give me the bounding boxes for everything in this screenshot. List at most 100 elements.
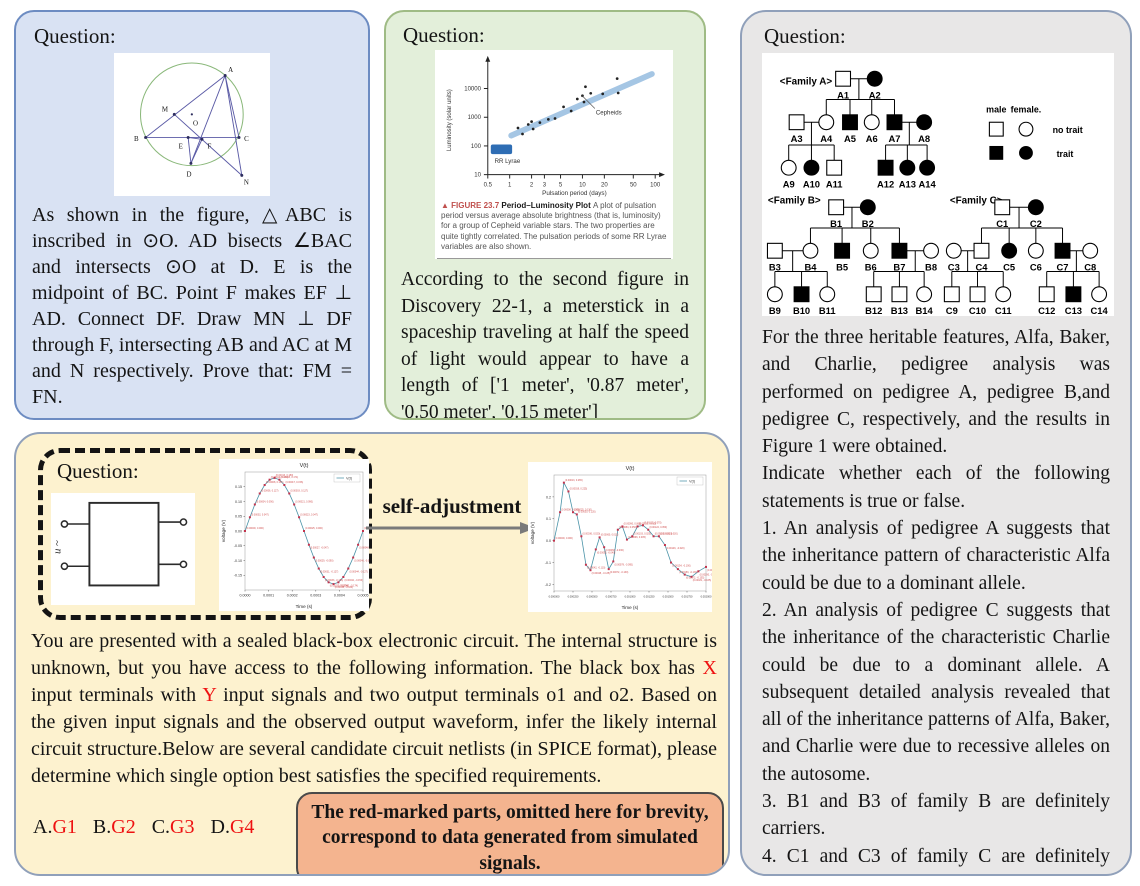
svg-text:(0.00131, 0.020): (0.00131, 0.020) bbox=[655, 532, 673, 535]
answer-option: D.G4 bbox=[211, 816, 255, 838]
question-label: Question: bbox=[34, 24, 116, 48]
svg-text:0.0003: 0.0003 bbox=[310, 594, 321, 598]
svg-text:10: 10 bbox=[474, 173, 481, 179]
caption-marker-icon: ▲ bbox=[441, 201, 452, 210]
panel-pedigree-question: Question: <Family A> A1 A2 A3 A4 A5 A6 A7 A8 A9 A1… bbox=[740, 10, 1132, 876]
svg-text:(0.00044, -0.127): (0.00044, -0.127) bbox=[349, 571, 368, 574]
svg-text:(0.00190, -0.140): (0.00190, -0.140) bbox=[700, 573, 712, 576]
svg-text:male: male bbox=[986, 104, 1006, 114]
question-label: Question: bbox=[764, 24, 846, 48]
svg-text:-0.15: -0.15 bbox=[234, 574, 242, 578]
body-text-segment: input signals and two output terminals o… bbox=[31, 684, 717, 787]
svg-text:(0.00019, 0.127): (0.00019, 0.127) bbox=[290, 490, 308, 493]
svg-text:(0.00060, 0.015): (0.00060, 0.015) bbox=[601, 534, 619, 537]
svg-text:(0.00000, 0.000): (0.00000, 0.000) bbox=[555, 537, 573, 540]
svg-text:0.2: 0.2 bbox=[546, 495, 551, 499]
svg-text:C14: C14 bbox=[1091, 305, 1109, 316]
svg-text:(0.00023, 0.047): (0.00023, 0.047) bbox=[300, 513, 318, 516]
option-letter: A. bbox=[33, 816, 53, 838]
svg-text:B1: B1 bbox=[830, 218, 842, 229]
svg-text:(0.00025, 0.000): (0.00025, 0.000) bbox=[305, 527, 323, 530]
svg-text:A5: A5 bbox=[844, 133, 856, 144]
svg-text:O: O bbox=[193, 120, 198, 127]
svg-text:(0.00015, 0.174): (0.00015, 0.174) bbox=[281, 476, 299, 479]
svg-text:no trait: no trait bbox=[1053, 125, 1083, 135]
pedigree-chart: <Family A> A1 A2 A3 A4 A5 A6 A7 A8 A9 A10 A11 A12 A13… bbox=[766, 70, 1109, 316]
svg-text:(0.00000, 0.000): (0.00000, 0.000) bbox=[246, 527, 264, 530]
svg-text:(0.00010, 0.174): (0.00010, 0.174) bbox=[271, 476, 289, 479]
svg-text:-0.1: -0.1 bbox=[545, 561, 551, 565]
svg-text:(0.00103, 0.020): (0.00103, 0.020) bbox=[633, 532, 651, 535]
svg-text:(0.00036, 0.020): (0.00036, 0.020) bbox=[583, 532, 601, 535]
svg-text:0.000750: 0.000750 bbox=[606, 595, 617, 599]
svg-text:C2: C2 bbox=[1030, 218, 1042, 229]
svg-text:(0.00021, 0.090): (0.00021, 0.090) bbox=[295, 501, 313, 504]
svg-text:<Family C>: <Family C> bbox=[950, 195, 1003, 206]
svg-text:C10: C10 bbox=[969, 305, 986, 316]
svg-text:0.001250: 0.001250 bbox=[644, 595, 655, 599]
blackbox-circuit-diagram: u ~ bbox=[53, 501, 188, 587]
svg-text:(0.00078, -0.095): (0.00078, -0.095) bbox=[614, 563, 633, 566]
svg-text:0.0005: 0.0005 bbox=[358, 594, 369, 598]
option-value: G1 bbox=[52, 816, 77, 838]
svg-text:(0.00008, 0.130): (0.00008, 0.130) bbox=[561, 508, 579, 511]
svg-text:(0.00138, 0.020): (0.00138, 0.020) bbox=[660, 532, 678, 535]
svg-text:0.001000: 0.001000 bbox=[625, 595, 636, 599]
svg-text:(0.00090, 0.065): (0.00090, 0.065) bbox=[624, 523, 642, 526]
question-label: Question: bbox=[403, 23, 485, 47]
svg-text:B5: B5 bbox=[836, 262, 848, 273]
svg-text:0.0004: 0.0004 bbox=[334, 594, 345, 598]
svg-text:C13: C13 bbox=[1065, 305, 1082, 316]
svg-text:<Family B>: <Family B> bbox=[768, 195, 821, 206]
period-luminosity-figure: 0.5 1 2 3 5 10 20 50 100 10 100 1000 10000 RR Lyrae Ce… bbox=[435, 50, 673, 260]
svg-text:(0.00181, -0.165): (0.00181, -0.165) bbox=[693, 579, 712, 582]
svg-text:voltage (V): voltage (V) bbox=[221, 519, 226, 542]
svg-text:(0.00025, 0.130): (0.00025, 0.130) bbox=[574, 508, 592, 511]
answer-option: C.G3 bbox=[152, 816, 195, 838]
svg-text:B2: B2 bbox=[862, 218, 874, 229]
svg-text:(0.00163, -0.130): (0.00163, -0.130) bbox=[679, 571, 698, 574]
svg-text:C12: C12 bbox=[1038, 305, 1055, 316]
red-parts-note: The red-marked parts, omitted here for b… bbox=[296, 792, 724, 874]
svg-text:B7: B7 bbox=[893, 262, 905, 273]
svg-text:A1: A1 bbox=[837, 90, 849, 101]
question-label: Question: bbox=[57, 459, 139, 483]
svg-text:5: 5 bbox=[559, 182, 563, 188]
caption-text: A plot of pulsation period versus averag… bbox=[441, 201, 667, 251]
svg-text:V(t): V(t) bbox=[626, 466, 635, 472]
svg-text:0.0002: 0.0002 bbox=[287, 594, 298, 598]
option-value: G4 bbox=[229, 816, 255, 838]
svg-text:(0.00017, 0.156): (0.00017, 0.156) bbox=[286, 481, 304, 484]
svg-text:Luminosity (solar units): Luminosity (solar units) bbox=[447, 89, 453, 151]
svg-text:B11: B11 bbox=[819, 305, 836, 316]
pedigree-statement-1: 1. An analysis of pedigree A suggests th… bbox=[762, 518, 1110, 594]
geometry-figure: A B C D E F M N O bbox=[114, 53, 270, 196]
svg-text:(0.00013, 0.180): (0.00013, 0.180) bbox=[276, 474, 294, 477]
svg-text:A2: A2 bbox=[869, 90, 881, 101]
body-text-segment: You are presented with a sealed black-bo… bbox=[31, 630, 717, 679]
svg-text:F: F bbox=[207, 144, 211, 151]
svg-text:A7: A7 bbox=[888, 133, 900, 144]
panel-circuit-question: Question: u ~ V(t) 0.0000 0.0001 0.0002 0.00… bbox=[14, 432, 730, 876]
pedigree-instruction-text: Indicate whether each of the following s… bbox=[762, 463, 1110, 512]
svg-text:E: E bbox=[179, 144, 183, 151]
svg-text:B14: B14 bbox=[916, 305, 934, 316]
answer-options-row: A.G1 B.G2 C.G3 D.G4 bbox=[33, 816, 270, 839]
option-value: G3 bbox=[170, 816, 195, 838]
svg-text:0.000250: 0.000250 bbox=[568, 595, 579, 599]
svg-text:female.: female. bbox=[1011, 104, 1042, 114]
svg-text:0.002000: 0.002000 bbox=[701, 595, 712, 599]
svg-text:0.1: 0.1 bbox=[546, 517, 551, 521]
svg-text:100: 100 bbox=[471, 144, 482, 150]
svg-text:B10: B10 bbox=[793, 305, 810, 316]
svg-text:C5: C5 bbox=[1003, 262, 1015, 273]
svg-text:(0.00048, -0.135): (0.00048, -0.135) bbox=[592, 572, 611, 575]
svg-text:1000: 1000 bbox=[468, 115, 482, 121]
svg-text:B9: B9 bbox=[769, 305, 781, 316]
svg-text:(0.00117, 0.070): (0.00117, 0.070) bbox=[644, 522, 662, 525]
red-variable-placeholder: Y bbox=[202, 684, 217, 706]
svg-text:(0.00048, -0.047): (0.00048, -0.047) bbox=[359, 547, 369, 550]
option-letter: C. bbox=[151, 816, 171, 838]
svg-text:0.5: 0.5 bbox=[484, 182, 493, 188]
period-luminosity-plot: 0.5 1 2 3 5 10 20 50 100 10 100 1000 10000 RR Lyrae Ce… bbox=[447, 55, 665, 197]
